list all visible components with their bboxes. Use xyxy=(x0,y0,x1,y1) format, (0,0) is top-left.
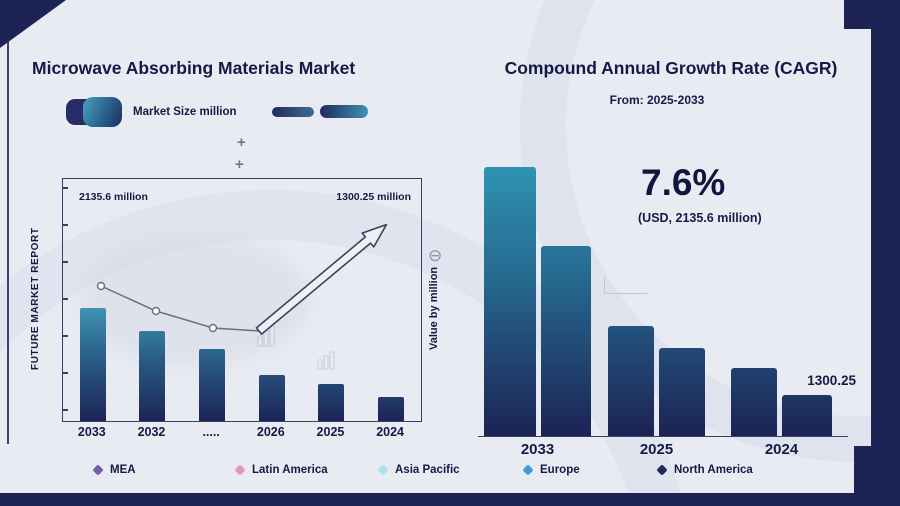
left-bar-chart: 2135.6 million 1300.25 million xyxy=(62,178,422,422)
gradient-pill-decoration xyxy=(272,107,314,117)
legend-label: Europe xyxy=(540,464,580,476)
chart-value-label-left: 2135.6 million xyxy=(79,191,148,203)
left-bar xyxy=(139,331,166,421)
legend-label: Asia Pacific xyxy=(395,464,460,476)
right-subtitle: From: 2025-2033 xyxy=(609,93,705,107)
bottom-edge-bar-decoration xyxy=(0,493,900,506)
y-axis-ticks xyxy=(63,187,68,413)
right-bar-group xyxy=(484,167,591,436)
left-frame-line-decoration xyxy=(7,30,9,444)
legend-label: Latin America xyxy=(252,464,328,476)
right-axis-label: 2024 xyxy=(764,441,799,458)
left-bar xyxy=(378,397,405,421)
right-title: Compound Annual Growth Rate (CAGR) xyxy=(504,58,838,78)
left-bar xyxy=(318,384,345,421)
legend-item-mea: MEA xyxy=(92,464,136,476)
future-market-report-label: FUTURE MARKET REPORT xyxy=(30,227,41,371)
chart-value-label-right: 1300.25 million xyxy=(336,191,411,203)
left-bar xyxy=(79,308,106,421)
legend-bullet xyxy=(377,464,389,476)
left-bar-slot xyxy=(183,349,242,421)
right-bar xyxy=(659,348,705,436)
gradient-pill-decoration xyxy=(320,105,368,118)
right-bar xyxy=(608,326,654,436)
left-axis-label: ..... xyxy=(202,425,220,439)
right-edge-bar-decoration xyxy=(871,0,900,506)
left-axis-label: 2032 xyxy=(137,425,166,439)
legend-bullet xyxy=(234,464,246,476)
growth-arrow xyxy=(255,223,388,335)
legend-label: MEA xyxy=(110,464,136,476)
left-axis-label: 2024 xyxy=(376,425,405,439)
right-axis-label: 2033 xyxy=(520,441,555,458)
trend-marker xyxy=(151,306,161,316)
right-bar xyxy=(484,167,536,436)
ghost-bar-icon xyxy=(317,351,335,370)
left-bar xyxy=(258,375,285,421)
trend-line xyxy=(100,285,260,332)
right-bar xyxy=(541,246,591,436)
legend-label: North America xyxy=(674,464,753,476)
legend-bullet xyxy=(522,464,534,476)
cylinder-icon xyxy=(66,97,122,127)
trend-overlay xyxy=(96,223,388,370)
left-bar xyxy=(199,349,226,421)
left-bar-slot xyxy=(123,331,182,421)
right-bar-group xyxy=(731,368,832,436)
trend-marker xyxy=(208,323,218,333)
top-right-block-decoration xyxy=(844,0,900,29)
trend-marker xyxy=(96,281,106,291)
right-axis-label: 2025 xyxy=(639,441,674,458)
legend-item-latin-america: Latin America xyxy=(234,464,328,476)
market-size-legend: Market Size million xyxy=(66,97,237,127)
right-bar xyxy=(731,368,777,436)
corner-triangle-decoration xyxy=(0,0,66,48)
step-line-decoration xyxy=(604,277,647,294)
plus-icon: + xyxy=(237,134,246,151)
legend-bullet xyxy=(656,464,668,476)
value-annotation: 1300.25 xyxy=(807,373,856,388)
legend-item-europe: Europe xyxy=(522,464,580,476)
left-bar-slot xyxy=(302,384,361,421)
value-by-million-label: Value by million xyxy=(428,266,440,350)
left-axis-label: 2026 xyxy=(256,425,285,439)
left-chart-xlabels: 2033 2032..... 2026 2025 2024 xyxy=(62,425,420,439)
legend-bullet xyxy=(92,464,104,476)
right-bar xyxy=(782,395,832,436)
right-bar-chart: 1300.25 xyxy=(478,160,856,437)
circle-minus-icon: ⊖ xyxy=(428,246,443,265)
right-bar-group xyxy=(608,326,705,436)
footer-legend: MEA Latin America Asia Pacific Europe North … xyxy=(0,464,900,486)
right-chart-xlabels: 2033 2025 2024 xyxy=(478,441,848,461)
left-bar-slot xyxy=(63,308,122,421)
left-axis-label: 2033 xyxy=(77,425,106,439)
plus-icon: + xyxy=(235,156,244,173)
legend-item-asia-pacific: Asia Pacific xyxy=(377,464,460,476)
left-bar-slot xyxy=(242,375,301,421)
cagr-value: 7.6% xyxy=(641,162,726,203)
left-axis-label: 2025 xyxy=(316,425,345,439)
market-size-legend-label: Market Size million xyxy=(133,106,237,118)
left-title: Microwave Absorbing Materials Market xyxy=(32,58,356,78)
legend-item-north-america: North America xyxy=(656,464,753,476)
left-chart-bars xyxy=(63,179,421,421)
cagr-note: (USD, 2135.6 million) xyxy=(638,211,762,225)
left-bar-slot xyxy=(362,397,421,421)
